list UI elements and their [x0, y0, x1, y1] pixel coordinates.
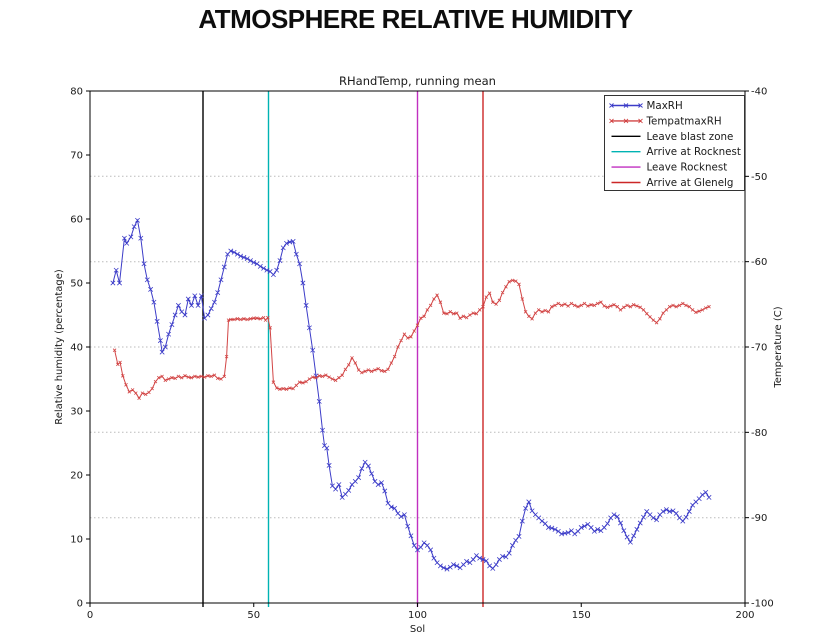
legend-label-arrive-at-rocknest: Arrive at Rocknest [647, 146, 741, 158]
maxrh-series-line [112, 218, 710, 570]
y-right-tick-label: -70 [751, 343, 767, 354]
y-axis-title-right: Temperature (C) [773, 306, 784, 388]
y-right-tick-label: -100 [751, 599, 774, 610]
page-title: ATMOSPHERE RELATIVE HUMIDITY [198, 4, 633, 34]
y-right-tick-label: -40 [751, 87, 767, 98]
legend-label-leave-rocknest: Leave Rocknest [647, 162, 728, 174]
legend-label-leave-blast-zone: Leave blast zone [647, 131, 734, 143]
y-left-tick-label: 40 [70, 343, 83, 354]
y-left-tick-label: 20 [70, 471, 83, 482]
y-left-tick-label: 30 [70, 407, 83, 418]
y-axis-title-left: Relative humidity (percentage) [54, 269, 65, 425]
legend-label-tempatmaxrh: TempatmaxRH [646, 115, 722, 127]
tempatmaxrh-series-line [114, 279, 710, 400]
legend-label-maxrh: MaxRH [647, 100, 683, 112]
tempatmaxrh-series-markers [112, 278, 711, 400]
maxrh-series-markers [110, 217, 712, 572]
legend-marker-tempatmaxrh [609, 118, 643, 124]
legend-box [604, 95, 745, 191]
legend-label-arrive-at-glenelg: Arrive at Glenelg [647, 177, 734, 189]
y-right-tick-label: -90 [751, 513, 767, 524]
y-left-tick-label: 80 [70, 87, 83, 98]
x-tick-label: 100 [408, 610, 427, 621]
x-axis-title: Sol [410, 624, 425, 635]
x-tick-label: 0 [87, 610, 93, 621]
y-left-tick-label: 50 [70, 279, 83, 290]
legend-marker-maxrh [609, 103, 643, 108]
y-right-tick-label: -50 [751, 172, 767, 183]
x-tick-label: 150 [572, 610, 591, 621]
x-tick-label: 200 [735, 610, 754, 621]
y-left-tick-label: 0 [77, 599, 83, 610]
y-right-tick-label: -80 [751, 428, 767, 439]
y-left-tick-label: 70 [70, 151, 83, 162]
y-right-tick-label: -60 [751, 257, 767, 268]
y-left-tick-label: 10 [70, 535, 83, 546]
y-left-tick-label: 60 [70, 215, 83, 226]
x-tick-label: 50 [247, 610, 260, 621]
chart-title: RHandTemp, running mean [339, 74, 496, 88]
